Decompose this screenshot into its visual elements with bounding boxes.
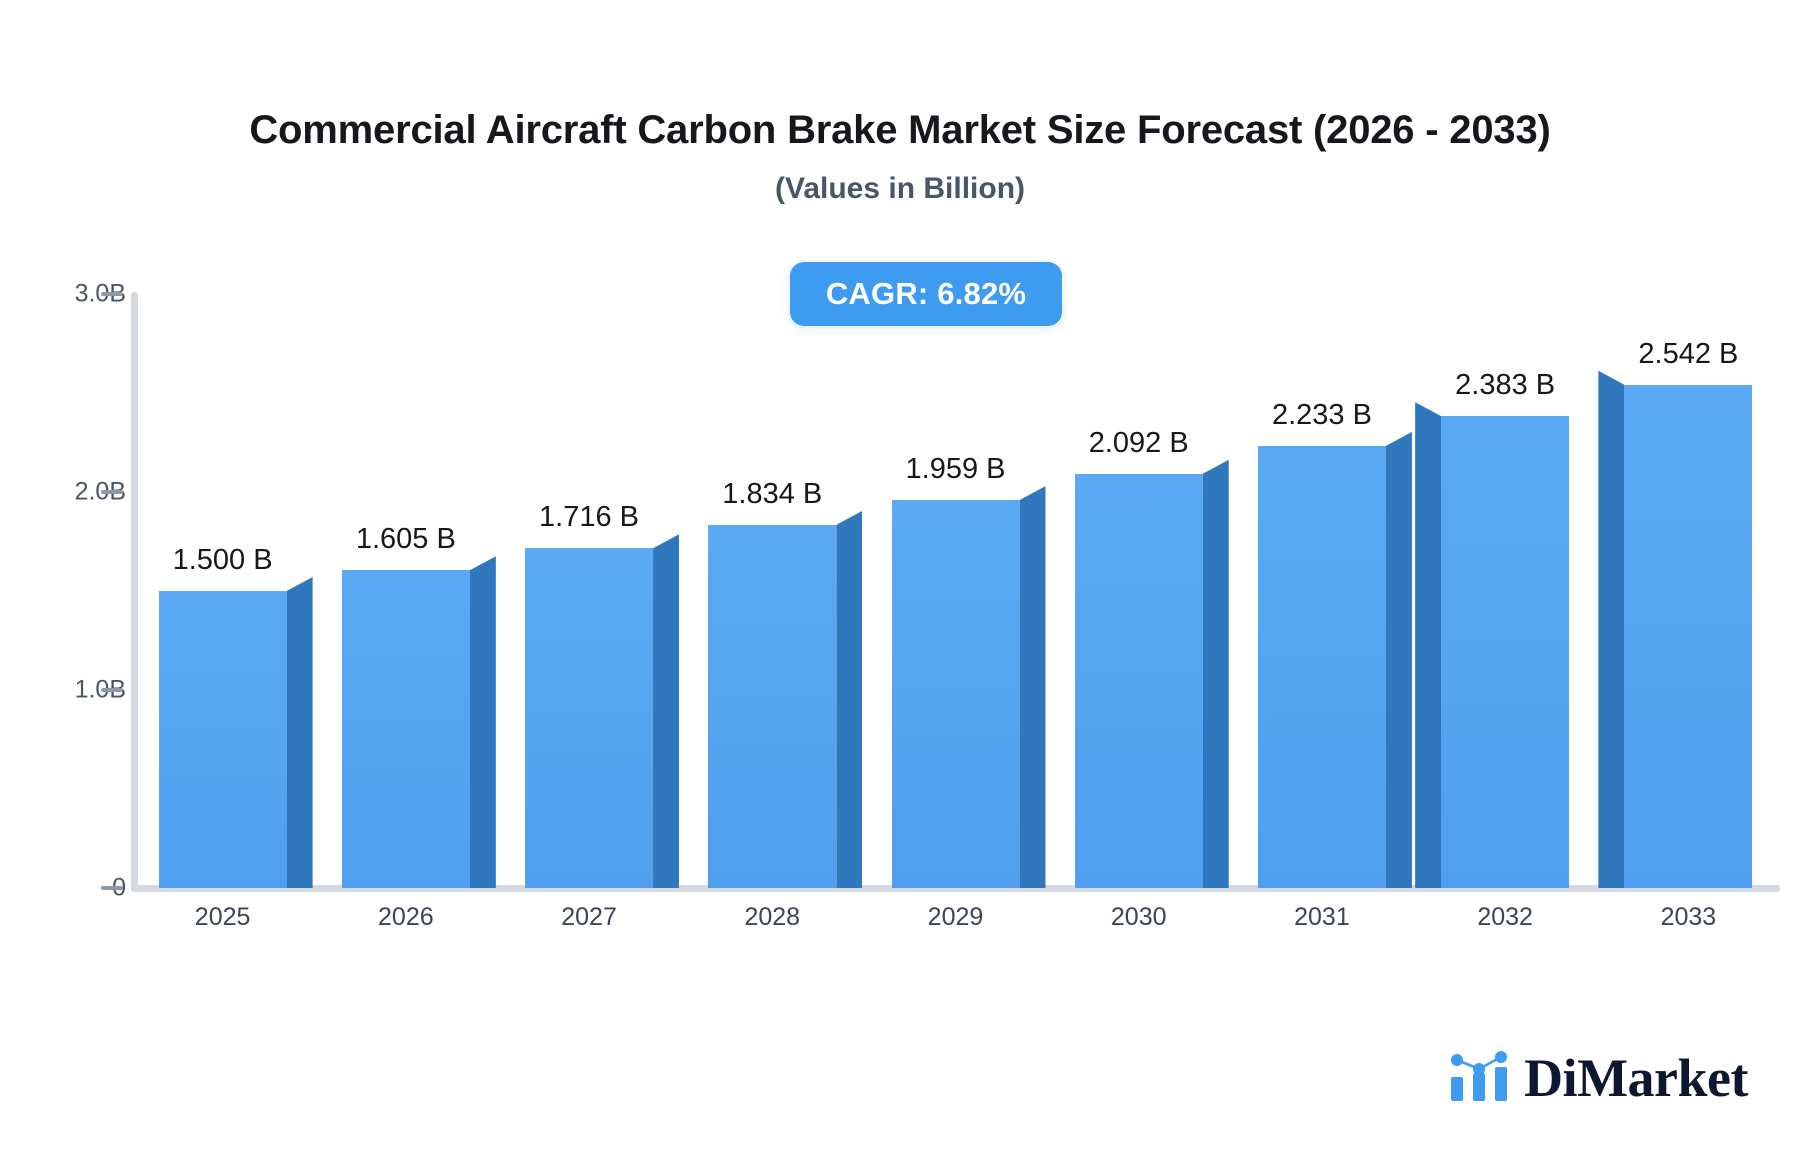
bar-front-face <box>708 524 837 888</box>
bar-2030: 2.092 B <box>1074 427 1229 888</box>
y-axis-tick-mark <box>101 688 123 692</box>
logo-text: DiMarket <box>1524 1047 1748 1108</box>
bar-side-face <box>1598 370 1625 888</box>
bar-2033: 2.542 B <box>1598 338 1753 888</box>
cagr-badge: CAGR: 6.82% <box>790 262 1062 326</box>
bar-side-face <box>653 534 680 888</box>
bar-value-label: 2.233 B <box>1271 398 1372 431</box>
bar-side-face <box>1385 431 1412 888</box>
bar-2025: 1.500 B <box>158 544 313 888</box>
bar-2027: 1.716 B <box>525 501 680 888</box>
bar-2029: 1.959 B <box>891 453 1046 888</box>
x-axis-label-2027: 2027 <box>561 903 617 931</box>
bar-side-face <box>286 577 313 888</box>
bar-chart-logo-icon <box>1448 1047 1510 1108</box>
x-axis-label-2030: 2030 <box>1110 903 1167 931</box>
bar-value-label: 2.383 B <box>1455 369 1556 402</box>
bar-front-face <box>1441 416 1570 888</box>
chart-subtitle: (Values in Billion) <box>774 172 1026 205</box>
cagr-badge-label: CAGR: 6.82% <box>825 276 1027 311</box>
bar-front-face <box>158 591 287 888</box>
bar-side-face <box>1415 402 1442 888</box>
page-title: Commercial Aircraft Carbon Brake Market … <box>249 108 1551 152</box>
x-axis-line <box>131 885 1780 892</box>
bar-value-label: 1.500 B <box>172 544 273 576</box>
bar-front-face <box>341 570 470 888</box>
y-axis-tick-mark <box>101 292 123 296</box>
dimarket-logo: DiMarket <box>1448 1047 1748 1108</box>
bar-value-label: 2.542 B <box>1638 337 1739 370</box>
x-axis-label-2033: 2033 <box>1660 903 1717 931</box>
bar-value-label: 1.605 B <box>355 523 456 556</box>
x-axis-label-2026: 2026 <box>378 903 434 931</box>
bar-front-face <box>525 548 654 888</box>
y-axis-tick-mark <box>101 886 123 890</box>
bar-2026: 1.605 B <box>341 523 496 888</box>
bar-front-face <box>1624 384 1753 888</box>
bar-side-face <box>1019 486 1046 888</box>
bar-side-face <box>469 556 496 888</box>
bar-front-face <box>1257 445 1386 888</box>
x-axis-label-2032: 2032 <box>1477 903 1533 931</box>
x-axis-label-2031: 2031 <box>1294 903 1350 931</box>
bar-value-label: 1.834 B <box>722 477 823 510</box>
x-axis-label-2029: 2029 <box>927 903 984 931</box>
y-axis-tick-mark <box>101 490 123 494</box>
bar-value-label: 1.959 B <box>905 453 1006 486</box>
chart-header: Commercial Aircraft Carbon Brake Market … <box>0 0 1800 206</box>
bar-side-face <box>836 510 863 888</box>
bar-front-face <box>1074 473 1203 888</box>
bar-2028: 1.834 B <box>708 478 863 888</box>
x-axis-label-2025: 2025 <box>194 903 251 931</box>
bar-value-label: 2.092 B <box>1088 426 1189 459</box>
bar-side-face <box>1202 459 1229 888</box>
bar-2031: 2.233 B <box>1257 399 1412 888</box>
bar-value-label: 1.716 B <box>539 501 640 534</box>
bar-front-face <box>891 500 1020 888</box>
bar-2032: 2.383 B <box>1415 369 1570 888</box>
y-axis-line <box>131 292 138 892</box>
x-axis-label-2028: 2028 <box>744 903 801 931</box>
